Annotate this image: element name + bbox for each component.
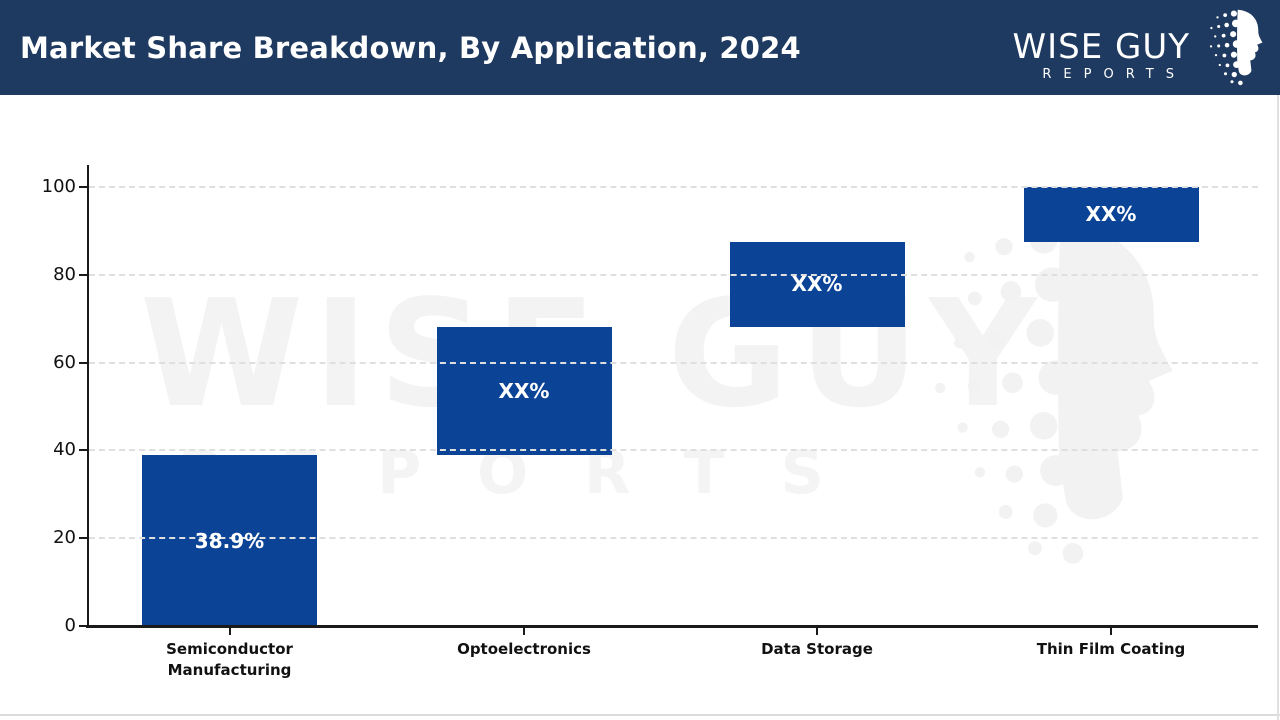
x-category-label: Semiconductor Manufacturing	[166, 640, 293, 680]
wiseguy-logo: WISE GUY REPORTS	[1005, 5, 1270, 91]
x-tick-mark	[523, 628, 525, 635]
x-category-label: Data Storage	[761, 640, 873, 658]
x-tick-mark	[816, 628, 818, 635]
x-tick-mark	[228, 628, 231, 635]
y-axis-line	[87, 165, 89, 628]
y-tick-label: 80	[53, 263, 76, 285]
grid-line-80	[89, 273, 1258, 276]
bar-value-label: XX%	[498, 379, 550, 404]
grid-line-40	[89, 449, 1258, 452]
x-axis-line	[86, 625, 1258, 628]
y-tick-label: 0	[64, 615, 76, 636]
y-tick-mark	[79, 449, 88, 452]
bar-value-label: XX%	[1085, 202, 1137, 227]
bar-2	[436, 327, 612, 456]
header-bar: Market Share Breakdown, By Application, …	[0, 0, 1280, 95]
grid-line-100	[89, 186, 1258, 188]
y-tick-mark	[79, 273, 88, 276]
page-bottom-border	[0, 714, 1280, 716]
x-tick-mark	[1110, 628, 1112, 635]
y-tick-label: 100	[41, 176, 76, 197]
y-tick-mark	[79, 361, 88, 364]
bar-value-label: 38.9%	[194, 528, 265, 553]
bar-3	[729, 241, 905, 328]
bar-value-label: XX%	[791, 272, 843, 297]
page-right-border	[1277, 95, 1279, 720]
y-tick-mark	[79, 186, 88, 188]
logo-reports-text: REPORTS	[1042, 67, 1186, 82]
chart-title: Market Share Breakdown, By Application, …	[20, 30, 801, 65]
bar-4	[1023, 187, 1199, 242]
y-tick-label: 40	[53, 439, 76, 461]
y-tick-mark	[79, 625, 88, 627]
bar-1	[142, 455, 317, 626]
grid-line-20	[89, 537, 1258, 540]
x-category-label: Optoelectronics	[457, 640, 591, 658]
y-tick-label: 60	[53, 351, 76, 373]
logo-wiseguy-text: WISE GUY	[1012, 27, 1190, 67]
x-category-label: Thin Film Coating	[1036, 640, 1186, 658]
grid-line-60	[89, 361, 1258, 364]
logo-head-icon	[1196, 9, 1268, 89]
y-tick-mark	[79, 537, 88, 540]
y-tick-label: 20	[53, 527, 76, 549]
